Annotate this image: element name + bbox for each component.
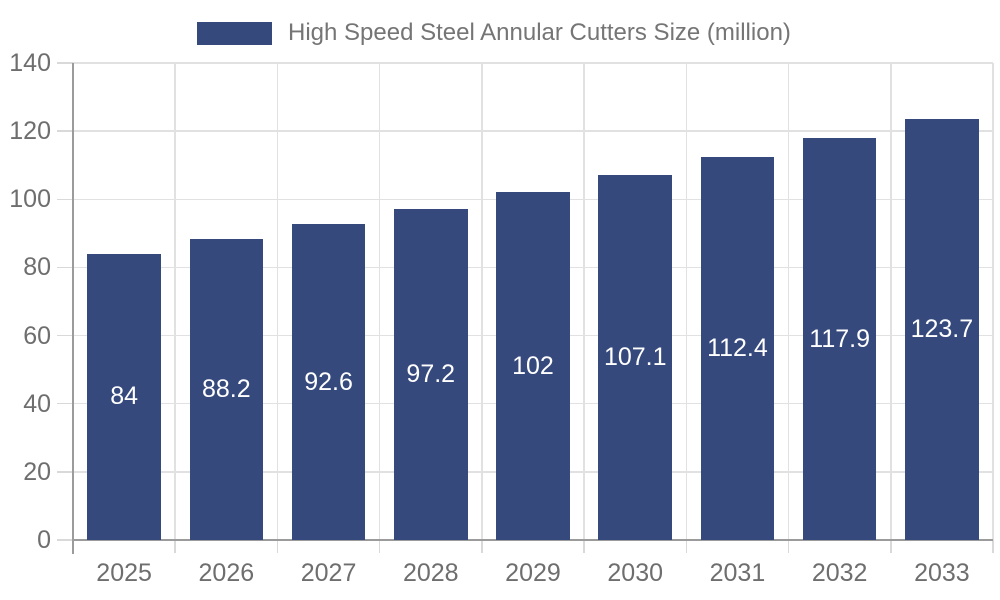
bar-2026: 88.2 [189, 239, 264, 540]
x-axis-tick [378, 540, 381, 553]
y-axis-tick-label: 120 [9, 117, 51, 146]
y-axis-tick-label: 100 [9, 185, 51, 214]
bar-2029: 102 [496, 192, 570, 540]
bar-value-label: 117.9 [809, 324, 871, 353]
x-axis-tick [481, 540, 483, 553]
bar-value-label: 102 [512, 351, 554, 380]
bar-value-label: 112.4 [707, 334, 768, 362]
bar-value-label: 123.7 [910, 314, 974, 343]
x-axis-category-label: 2029 [505, 559, 561, 587]
bar-value-label: 107.1 [603, 343, 667, 372]
y-axis-tick [57, 334, 73, 337]
x-gridline [992, 63, 994, 540]
x-axis-category-label: 2027 [300, 559, 357, 587]
y-axis-tick [57, 402, 73, 405]
x-gridline [276, 63, 279, 540]
bar-value-label: 92.6 [304, 367, 353, 396]
y-gridline [73, 62, 993, 64]
x-axis-tick [787, 540, 790, 553]
y-gridline [73, 130, 993, 132]
y-axis-tick [57, 130, 73, 132]
x-axis-tick [685, 540, 688, 553]
x-gridline [174, 63, 176, 540]
x-axis-category-label: 2032 [811, 559, 868, 587]
legend-swatch [197, 21, 272, 45]
y-axis-tick [57, 539, 73, 541]
x-axis-tick [174, 540, 176, 553]
y-axis-tick-label: 0 [37, 526, 51, 554]
x-axis-tick [276, 540, 279, 553]
bar-value-label: 88.2 [201, 375, 251, 404]
x-axis-category-label: 2028 [402, 559, 459, 587]
y-axis-tick [57, 62, 73, 64]
bar-2033: 123.7 [905, 118, 979, 540]
bar-value-label: 97.2 [406, 359, 456, 388]
y-axis-tick-label: 40 [23, 389, 51, 418]
y-axis-tick-label: 20 [23, 457, 51, 486]
x-axis-line [73, 539, 993, 541]
x-axis-category-label: 2031 [709, 559, 766, 587]
bar-value-label: 84 [110, 382, 138, 411]
x-gridline [890, 63, 892, 540]
x-gridline [481, 63, 483, 540]
y-axis-tick [57, 471, 73, 473]
x-axis-category-label: 2033 [914, 559, 970, 587]
bar-2032: 117.9 [802, 138, 877, 540]
y-axis-line [72, 63, 74, 554]
x-axis-category-label: 2030 [607, 559, 664, 587]
y-axis-tick [57, 198, 73, 201]
y-axis-tick-label: 140 [9, 49, 51, 77]
x-gridline [378, 63, 381, 540]
x-axis-tick [992, 540, 994, 553]
x-gridline [583, 63, 585, 540]
bar-2030: 107.1 [598, 175, 673, 540]
bar-2025: 84 [87, 253, 161, 540]
x-gridline [787, 63, 790, 540]
x-gridline [685, 63, 688, 540]
x-axis-category-label: 2025 [96, 559, 152, 587]
x-axis-tick [890, 540, 892, 553]
legend-label: High Speed Steel Annular Cutters Size (m… [288, 19, 791, 46]
bar-2031: 112.4 [700, 157, 775, 540]
x-axis-tick [583, 540, 585, 553]
bar-2028: 97.2 [393, 208, 468, 540]
bar-2027: 92.6 [291, 224, 366, 540]
y-axis-tick [57, 266, 73, 269]
y-axis-tick-label: 80 [23, 253, 51, 282]
plot-area: 0 20 40 60 80 100 120 140 84 2025 88.2 2026 92.6 2027… [9, 49, 994, 587]
y-axis-tick-label: 60 [23, 321, 51, 350]
x-axis-category-label: 2026 [198, 559, 255, 587]
chart-legend: High Speed Steel Annular Cutters Size (m… [197, 18, 791, 48]
